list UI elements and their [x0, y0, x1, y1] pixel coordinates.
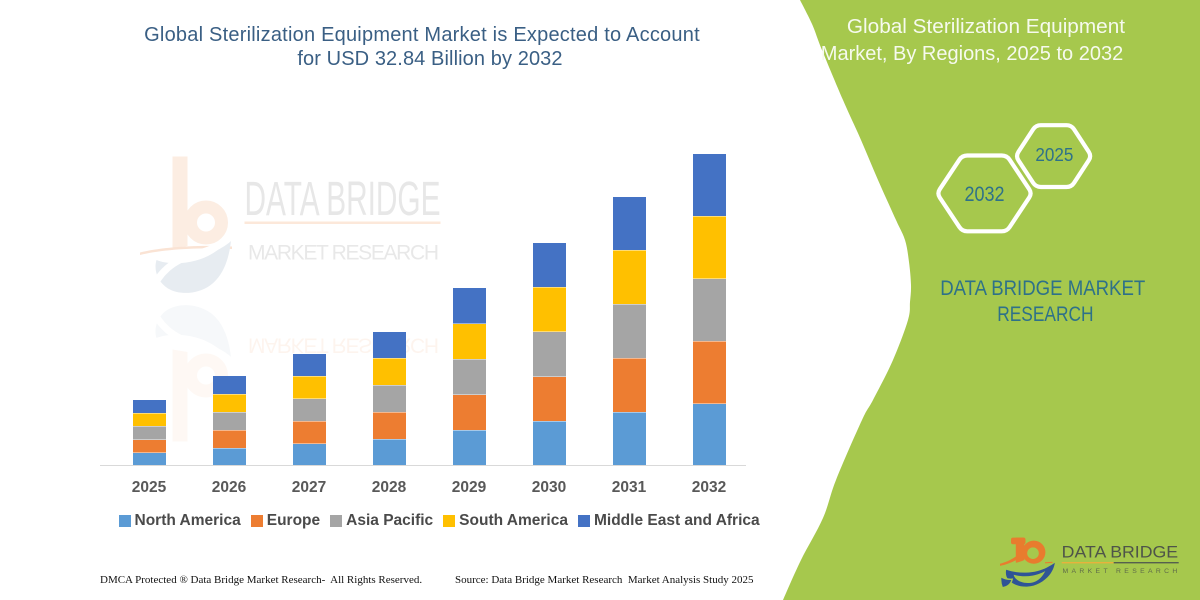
svg-text:DATA BRIDGE: DATA BRIDGE	[1062, 544, 1179, 562]
svg-text:MARKET RESEARCH: MARKET RESEARCH	[248, 242, 439, 265]
svg-text:MARKET RESEARCH: MARKET RESEARCH	[1063, 568, 1178, 575]
svg-text:2025: 2025	[1035, 145, 1073, 165]
svg-text:DATA BRIDGE: DATA BRIDGE	[245, 172, 441, 226]
svg-text:2032: 2032	[965, 183, 1005, 206]
